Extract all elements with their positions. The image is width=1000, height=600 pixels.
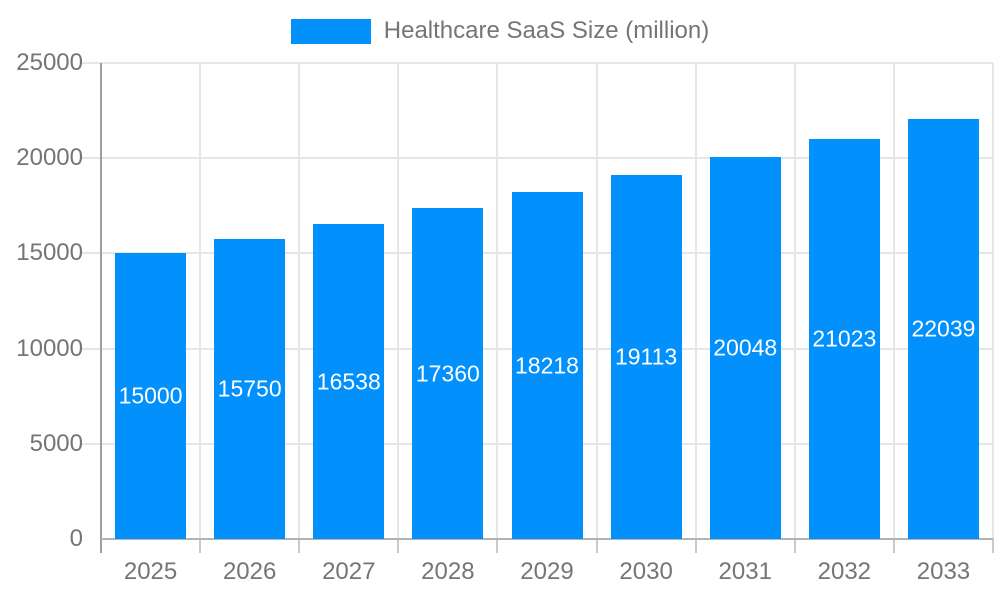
gridline-vertical (595, 63, 598, 539)
x-axis-category-label: 2029 (520, 558, 574, 585)
x-axis-category-label: 2031 (718, 558, 772, 585)
bar-value-label: 19113 (614, 343, 678, 370)
bar-value-label: 15000 (118, 382, 183, 409)
bar-2031[interactable] (709, 157, 781, 539)
x-axis-category-label: 2026 (222, 558, 277, 585)
bar-2026[interactable] (214, 239, 286, 539)
bar-2030[interactable] (610, 175, 682, 539)
gridline-vertical (199, 63, 202, 539)
bar-2033[interactable] (907, 119, 979, 539)
x-axis-tick (793, 539, 796, 553)
bar-value-label: 16538 (316, 368, 381, 395)
gridline-horizontal (101, 157, 993, 160)
bar-value-label: 17360 (415, 360, 480, 387)
legend-label: Healthcare SaaS Size (million) (383, 17, 710, 44)
x-axis-tick (595, 539, 598, 553)
bar-2029[interactable] (511, 192, 583, 539)
bar-2027[interactable] (313, 224, 385, 539)
x-axis-tick (496, 539, 499, 553)
gridline-vertical (298, 63, 301, 539)
x-axis-tick (397, 539, 400, 553)
x-axis-category-label: 2030 (619, 558, 673, 585)
bar-value-label: 21023 (812, 325, 877, 352)
gridline-vertical (992, 63, 994, 539)
bar-2028[interactable] (412, 208, 484, 539)
x-axis-category-label: 2033 (916, 558, 971, 585)
y-axis-tick-label: 20000 (16, 144, 83, 172)
bar-value-label: 20048 (713, 334, 778, 361)
x-axis-tick (892, 539, 895, 553)
gridline-vertical (793, 63, 796, 539)
bar-value-label: 15750 (217, 375, 282, 402)
gridline-vertical (694, 63, 697, 539)
y-axis-line (100, 63, 102, 553)
y-axis-tick (81, 347, 101, 350)
x-axis-line (101, 538, 993, 540)
bar-2032[interactable] (808, 138, 880, 539)
gridline-horizontal (101, 62, 993, 64)
gridline-vertical (892, 63, 895, 539)
bar-2025[interactable] (115, 253, 187, 539)
x-axis-category-label: 2025 (123, 558, 178, 585)
gridline-vertical (397, 63, 400, 539)
legend-swatch (290, 18, 371, 44)
y-axis-tick-label: 5000 (29, 429, 83, 457)
x-axis-tick (298, 539, 301, 553)
legend: Healthcare SaaS Size (million) (0, 17, 1000, 45)
x-axis-tick (199, 539, 202, 553)
y-axis-tick (81, 62, 101, 64)
x-axis-tick (694, 539, 697, 553)
y-axis-tick (81, 157, 101, 160)
bar-value-label: 22039 (911, 315, 976, 342)
x-axis-tick (992, 539, 994, 553)
gridline-vertical (496, 63, 499, 539)
y-axis-tick-label: 0 (69, 525, 83, 552)
x-axis-category-label: 2027 (322, 558, 376, 585)
y-axis-tick-label: 25000 (16, 49, 83, 76)
y-axis-tick-label: 10000 (16, 334, 83, 362)
x-axis-category-label: 2032 (817, 558, 872, 585)
y-axis-tick-label: 15000 (16, 239, 83, 267)
x-axis-category-label: 2028 (421, 558, 475, 585)
bar-value-label: 18218 (515, 352, 579, 379)
y-axis-tick (81, 442, 101, 445)
legend-item[interactable]: Healthcare SaaS Size (million) (290, 17, 710, 45)
y-axis-tick (81, 252, 101, 255)
